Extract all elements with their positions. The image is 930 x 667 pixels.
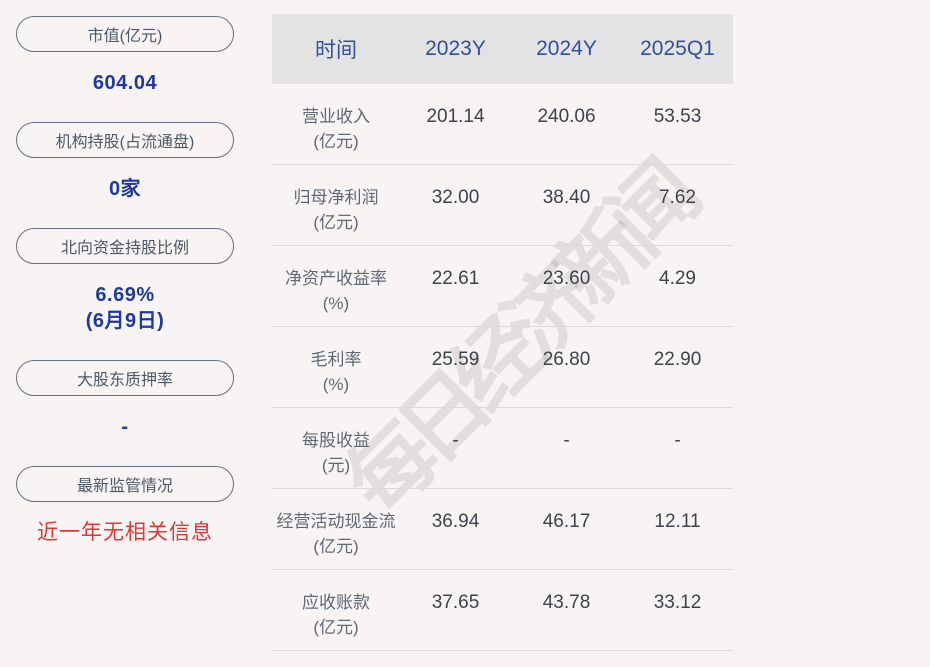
- row-unit: (亿元): [313, 213, 359, 232]
- header-cell-2023y: 2023Y: [425, 37, 486, 60]
- cell-value: -: [452, 430, 459, 451]
- northbound-holding-values: 6.69% (6月9日): [16, 282, 234, 334]
- row-name: 毛利率: [310, 350, 362, 369]
- row-unit: (亿元): [313, 132, 359, 151]
- stat-latest-regulation: 最新监管情况 近一年无相关信息: [16, 466, 234, 546]
- cell-value: 43.78: [542, 592, 591, 613]
- header-cell-2025q1: 2025Q1: [640, 37, 715, 60]
- cell-value: 22.90: [653, 349, 702, 370]
- header-cell-2024y: 2024Y: [536, 37, 597, 60]
- stat-major-shareholder-pledge: 大股东质押率 -: [16, 360, 234, 440]
- row-unit: (亿元): [313, 618, 359, 637]
- cell-value: 26.80: [542, 349, 591, 370]
- row-label: 净资产收益率 (%): [272, 266, 400, 326]
- market-cap-value: 604.04: [92, 72, 158, 94]
- table-header-row: 时间 2023Y 2024Y 2025Q1: [272, 14, 733, 84]
- institution-holding-value: 0家: [108, 178, 142, 200]
- cell-value: 53.53: [653, 106, 702, 127]
- pledge-ratio-pill-label: 大股东质押率: [76, 372, 173, 389]
- cell-value: 12.11: [654, 511, 701, 532]
- stat-institution-holding: 机构持股(占流通盘) 0家: [16, 122, 234, 202]
- cell-value: 201.14: [426, 106, 485, 127]
- row-name: 归母净利润: [293, 188, 379, 207]
- row-name: 经营活动现金流: [276, 512, 396, 531]
- pledge-ratio-value: -: [121, 416, 129, 438]
- table-row-gross-margin: 毛利率 (%) 25.59 26.80 22.90: [272, 327, 733, 408]
- cell-value: 32.00: [431, 187, 480, 208]
- header-cell-time: 时间: [315, 39, 357, 62]
- table-row-roe: 净资产收益率 (%) 22.61 23.60 4.29: [272, 246, 733, 327]
- market-cap-pill-button[interactable]: 市值(亿元): [16, 16, 234, 52]
- regulation-pill-button[interactable]: 最新监管情况: [16, 466, 234, 502]
- northbound-holding-value: 6.69%: [95, 284, 155, 306]
- pledge-ratio-pill-button[interactable]: 大股东质押率: [16, 360, 234, 396]
- stat-northbound-holding: 北向资金持股比例 6.69% (6月9日): [16, 228, 234, 334]
- row-label: 毛利率 (%): [272, 347, 400, 407]
- northbound-holding-date: (6月9日): [85, 310, 165, 332]
- cell-value: 23.60: [542, 268, 591, 289]
- table-row-eps: 每股收益 (元) - - -: [272, 408, 733, 489]
- cell-value: 22.61: [431, 268, 480, 289]
- cell-value: -: [563, 430, 570, 451]
- row-label: 营业收入 (亿元): [272, 104, 400, 164]
- table-row-revenue: 营业收入 (亿元) 201.14 240.06 53.53: [272, 84, 733, 165]
- regulation-notice: 近一年无相关信息: [37, 521, 213, 544]
- market-cap-pill-label: 市值(亿元): [87, 28, 163, 45]
- row-label: 每股收益 (元): [272, 428, 400, 488]
- row-label: 归母净利润 (亿元): [272, 185, 400, 245]
- northbound-holding-pill-button[interactable]: 北向资金持股比例: [16, 228, 234, 264]
- cell-value: 46.17: [542, 511, 591, 532]
- regulation-pill-label: 最新监管情况: [76, 478, 173, 495]
- row-unit: (%): [322, 294, 350, 313]
- institution-holding-pill-label: 机构持股(占流通盘): [55, 134, 195, 151]
- row-label: 经营活动现金流 (亿元): [272, 509, 400, 569]
- cell-value: 25.59: [431, 349, 480, 370]
- cell-value: 7.62: [659, 187, 696, 208]
- northbound-holding-pill-label: 北向资金持股比例: [60, 240, 189, 257]
- cell-value: 37.65: [431, 592, 480, 613]
- row-name: 营业收入: [302, 107, 370, 126]
- market-cap-values: 604.04: [16, 70, 234, 96]
- institution-holding-values: 0家: [16, 176, 234, 202]
- cell-value: 38.40: [542, 187, 591, 208]
- row-name: 应收账款: [302, 593, 370, 612]
- row-label: 应收账款 (亿元): [272, 590, 400, 650]
- sidebar: 市值(亿元) 604.04 机构持股(占流通盘) 0家 北向资金持股比例 6.6…: [16, 16, 234, 572]
- row-unit: (亿元): [313, 537, 359, 556]
- institution-holding-pill-button[interactable]: 机构持股(占流通盘): [16, 122, 234, 158]
- row-unit: (元): [321, 456, 351, 475]
- cell-value: 33.12: [653, 592, 702, 613]
- cell-value: 240.06: [537, 106, 596, 127]
- cell-value: 4.29: [659, 268, 696, 289]
- table-row-net-profit: 归母净利润 (亿元) 32.00 38.40 7.62: [272, 165, 733, 246]
- cell-value: 36.94: [431, 511, 480, 532]
- table-row-accounts-receivable: 应收账款 (亿元) 37.65 43.78 33.12: [272, 570, 733, 651]
- stat-market-cap: 市值(亿元) 604.04: [16, 16, 234, 96]
- financial-table: 时间 2023Y 2024Y 2025Q1 营业收入 (亿元) 201.14 2…: [272, 14, 733, 651]
- pledge-ratio-values: -: [16, 414, 234, 440]
- regulation-values: 近一年无相关信息: [16, 520, 234, 546]
- row-name: 净资产收益率: [285, 269, 387, 288]
- row-unit: (%): [322, 375, 350, 394]
- cell-value: -: [674, 430, 681, 451]
- table-row-operating-cash-flow: 经营活动现金流 (亿元) 36.94 46.17 12.11: [272, 489, 733, 570]
- row-name: 每股收益: [302, 431, 370, 450]
